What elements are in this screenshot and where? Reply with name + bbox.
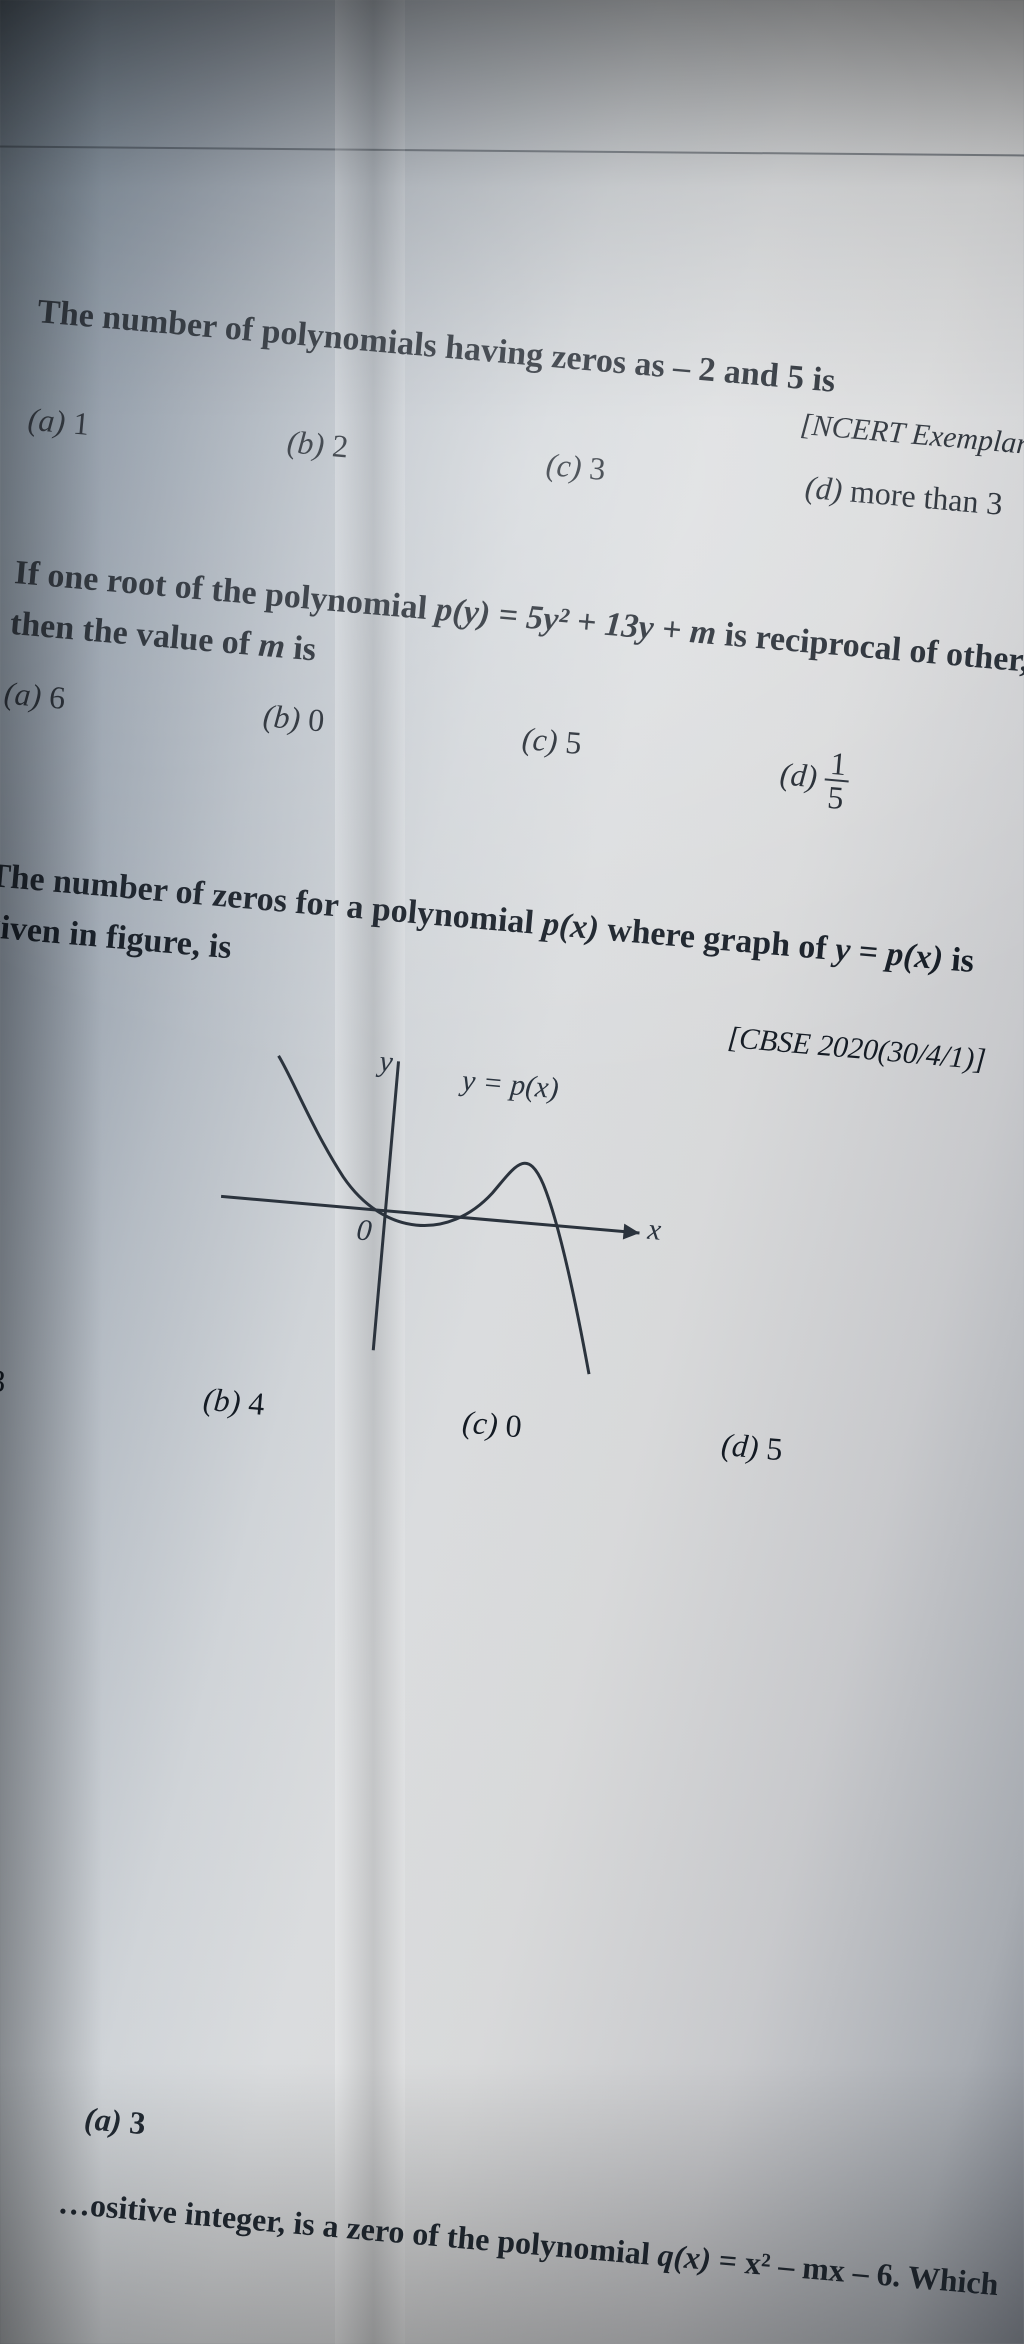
option-value: 0	[307, 701, 326, 738]
option-value: more than 3	[849, 473, 1004, 522]
option-value: 3	[588, 450, 607, 487]
option-value: 3	[120, 2103, 147, 2141]
option-c: (c) 5	[518, 720, 773, 808]
option-d: (d) more than 3	[804, 469, 1024, 528]
page-top-rule	[0, 146, 1024, 157]
option-b: (b) 0	[259, 697, 514, 785]
option-c: (c) 0	[461, 1403, 713, 1462]
option-label: (a)	[83, 2100, 123, 2139]
stem-math: p(x)	[885, 936, 945, 978]
question-9: 9. If one root of the polynomial p(y) = …	[0, 541, 1024, 830]
option-value: 3	[0, 1362, 7, 1399]
stem-math: p(y)	[434, 591, 492, 633]
question-options: (a) 3 (b) 4 (c) 0 (d) 5	[0, 1358, 972, 1485]
option-a: (a) 6	[0, 675, 255, 763]
x-axis	[221, 1196, 639, 1233]
question-10: 10. The number of zeros for a polynomial…	[0, 844, 1016, 1485]
stem-fragment: =	[849, 932, 888, 972]
option-d: (d) 5	[720, 1426, 972, 1485]
option-b: (b) 2	[285, 423, 537, 482]
option-a: (a) 1	[26, 401, 278, 460]
question-number: 8.	[0, 281, 3, 321]
graph-figure: y x 0 y = p(x)	[198, 1041, 683, 1390]
question-8: 8. The number of polynomials having zero…	[0, 280, 1024, 527]
y-axis	[373, 1061, 398, 1350]
option-value-fraction: 1 5	[822, 747, 852, 815]
option-b: (b) 4	[202, 1381, 454, 1440]
graph-svg	[198, 1041, 683, 1390]
stem-var: m	[257, 627, 287, 666]
option-a: (a) 3	[0, 1358, 195, 1417]
option-value: 4	[247, 1385, 266, 1422]
page-content: 8. The number of polynomials having zero…	[0, 280, 1024, 1594]
option-d: (d) 1 5	[777, 743, 1024, 831]
option-value: 5	[564, 724, 583, 761]
stem-math: p(x)	[541, 905, 601, 947]
cut-line: …ositive integer, is a zero of the polyn…	[57, 2184, 1024, 2310]
option-value: 6	[48, 679, 67, 716]
cut-fragment: …ositive integer, is a zero of the polyn…	[57, 2184, 660, 2272]
option-value: 2	[331, 427, 350, 464]
cut-option-a: (a) 3	[83, 2100, 147, 2142]
stem-math: = 5y² + 13y + m	[488, 596, 717, 653]
option-value: 1	[72, 405, 91, 442]
x-axis-arrow-icon	[623, 1224, 640, 1241]
cut-fragment: = x² – mx – 6. Which	[709, 2241, 1000, 2302]
fraction-denominator: 5	[822, 780, 849, 814]
fraction-numerator: 1	[825, 747, 852, 783]
origin-label: 0	[355, 1213, 373, 1248]
option-value: 5	[765, 1430, 784, 1467]
cut-math: q(x)	[656, 2236, 712, 2277]
stem-fragment: where graph of	[597, 910, 837, 968]
option-value: 0	[504, 1407, 523, 1444]
stem-fragment: is	[283, 629, 317, 669]
option-c: (c) 3	[545, 446, 797, 505]
